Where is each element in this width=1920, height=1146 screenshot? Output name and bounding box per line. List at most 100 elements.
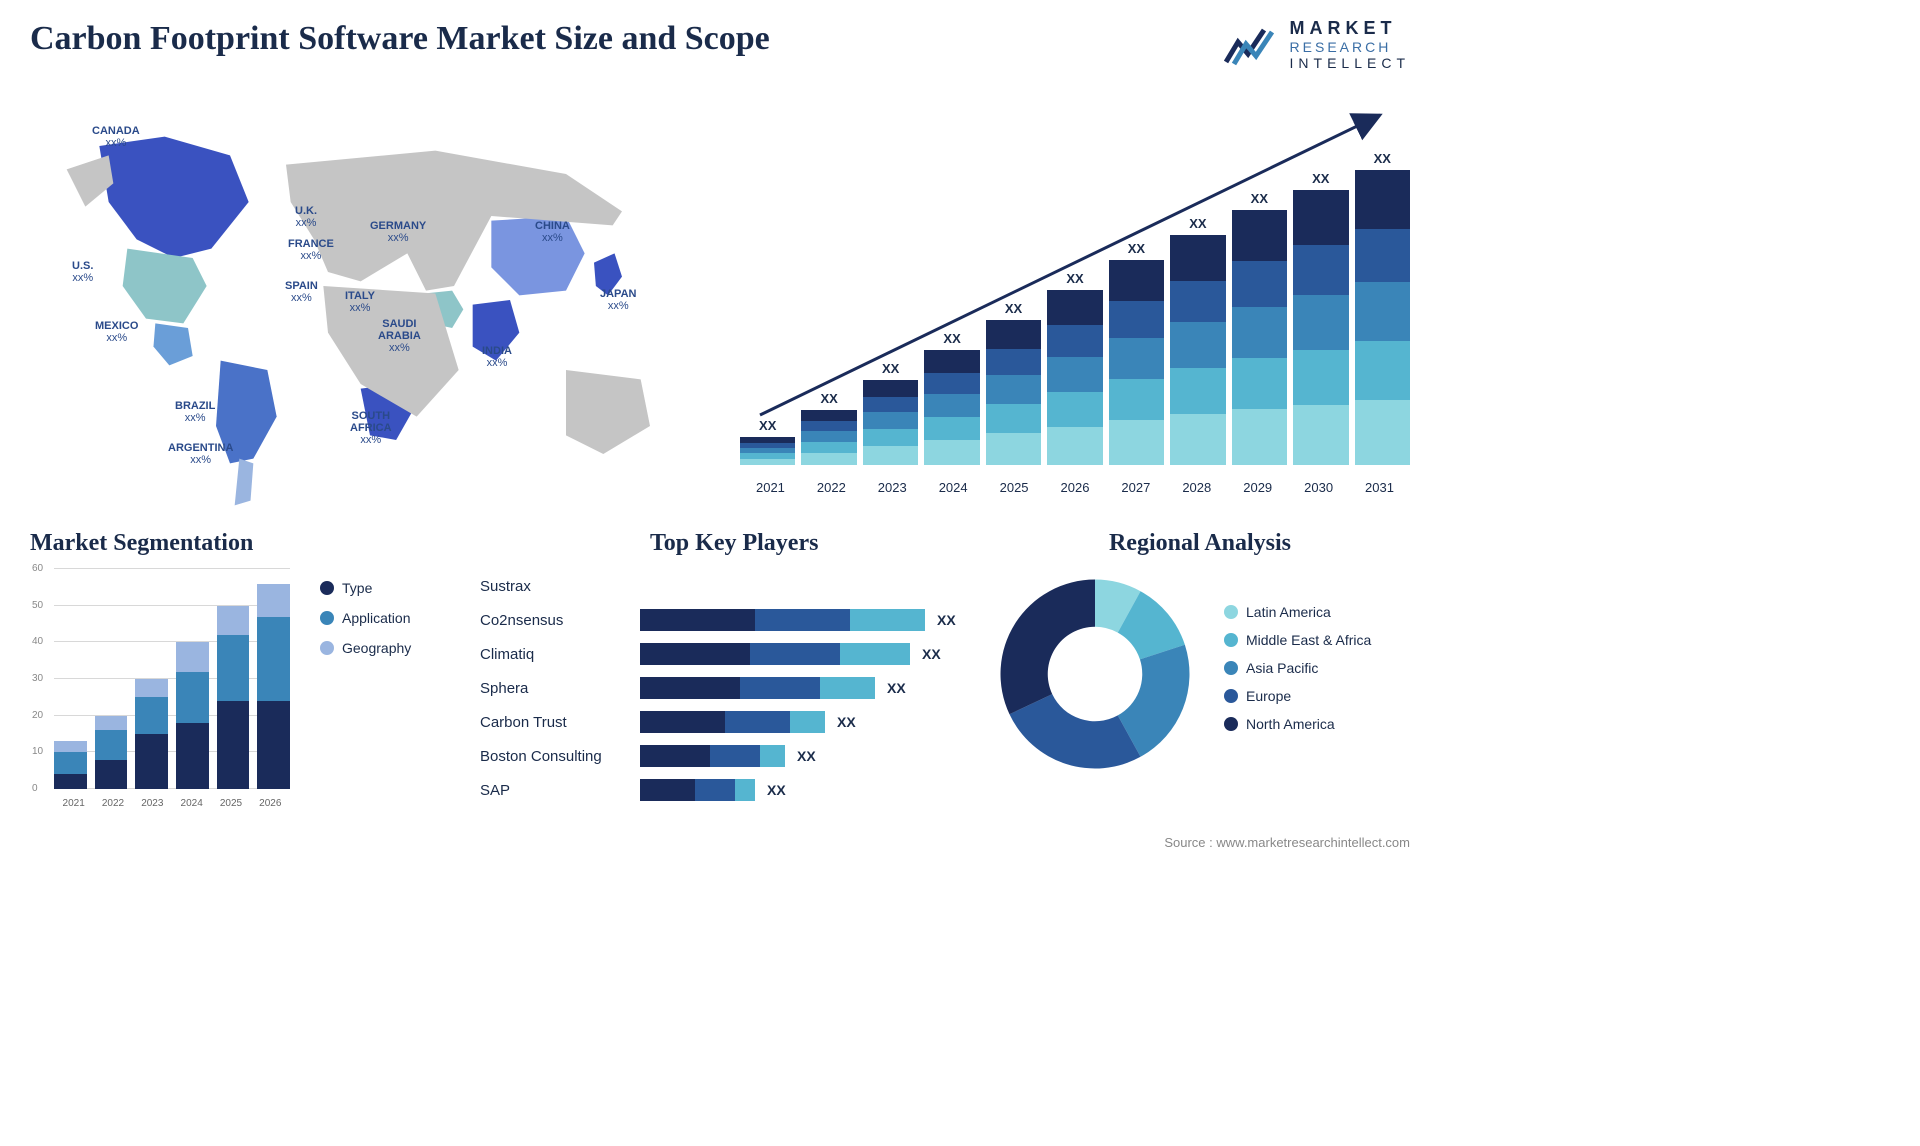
segmentation-legend: TypeApplicationGeography xyxy=(320,580,411,670)
key-player-name: Sustrax xyxy=(480,578,640,595)
seg-year-label: 2024 xyxy=(172,798,211,809)
seg-year-label: 2026 xyxy=(251,798,290,809)
world-map: CANADAxx%U.S.xx%MEXICOxx%BRAZILxx%ARGENT… xyxy=(20,90,720,510)
segmentation-chart: 0102030405060 202120222023202420252026 xyxy=(30,569,290,809)
seg-year-label: 2023 xyxy=(133,798,172,809)
growth-year-label: 2026 xyxy=(1045,480,1106,495)
growth-bar-label: XX xyxy=(759,418,776,433)
growth-bar: XX xyxy=(924,331,979,465)
map-label: GERMANYxx% xyxy=(370,220,426,244)
key-player-name: SAP xyxy=(480,782,640,799)
seg-bar xyxy=(135,679,168,789)
page-title: Carbon Footprint Software Market Size an… xyxy=(30,20,770,58)
map-label: U.S.xx% xyxy=(72,260,93,284)
regional-legend-item: Latin America xyxy=(1224,604,1371,620)
seg-legend-item: Type xyxy=(320,580,411,596)
growth-bar-label: XX xyxy=(1374,151,1391,166)
seg-gridline: 40 xyxy=(54,641,290,642)
map-region xyxy=(99,137,248,258)
seg-legend-item: Geography xyxy=(320,640,411,656)
growth-year-label: 2024 xyxy=(923,480,984,495)
growth-year-label: 2023 xyxy=(862,480,923,495)
seg-year-label: 2021 xyxy=(54,798,93,809)
logo-line3: INTELLECT xyxy=(1290,55,1410,71)
growth-year-label: 2022 xyxy=(801,480,862,495)
growth-bar-label: XX xyxy=(1189,216,1206,231)
map-label: SAUDIARABIAxx% xyxy=(378,318,421,354)
growth-year-label: 2028 xyxy=(1166,480,1227,495)
growth-year-label: 2029 xyxy=(1227,480,1288,495)
growth-bar: XX xyxy=(740,418,795,465)
growth-bar: XX xyxy=(1355,151,1410,465)
key-player-row: Carbon TrustXX xyxy=(480,706,980,738)
logo-line1: MARKET xyxy=(1290,18,1410,39)
key-player-name: Boston Consulting xyxy=(480,748,640,765)
seg-bar xyxy=(176,642,209,789)
key-player-name: Climatiq xyxy=(480,646,640,663)
seg-gridline: 60 xyxy=(54,568,290,569)
seg-gridline: 50 xyxy=(54,605,290,606)
seg-gridline: 30 xyxy=(54,678,290,679)
map-label: MEXICOxx% xyxy=(95,320,138,344)
regional-legend-item: Middle East & Africa xyxy=(1224,632,1371,648)
growth-bar: XX xyxy=(1293,171,1348,465)
seg-bar xyxy=(95,716,128,789)
growth-bar-label: XX xyxy=(1128,241,1145,256)
map-region xyxy=(153,323,192,365)
seg-gridline: 20 xyxy=(54,715,290,716)
map-region xyxy=(566,370,650,454)
growth-bar-label: XX xyxy=(1005,301,1022,316)
source-label: Source : www.marketresearchintellect.com xyxy=(1164,835,1410,850)
seg-bar xyxy=(257,584,290,789)
regional-section: Regional Analysis Latin America Middle Ea… xyxy=(990,530,1410,779)
key-player-row: Boston Consulting XX xyxy=(480,740,980,772)
segmentation-title: Market Segmentation xyxy=(30,530,450,557)
regional-legend-item: North America xyxy=(1224,716,1371,732)
growth-year-label: 2021 xyxy=(740,480,801,495)
growth-bar-label: XX xyxy=(1066,271,1083,286)
map-label: U.K.xx% xyxy=(295,205,317,229)
growth-bar-label: XX xyxy=(1251,191,1268,206)
segmentation-section: Market Segmentation 0102030405060 202120… xyxy=(30,530,450,809)
growth-bar: XX xyxy=(1232,191,1287,465)
key-player-value: XX xyxy=(767,782,786,798)
map-label: ARGENTINAxx% xyxy=(168,442,233,466)
seg-gridline: 10 xyxy=(54,751,290,752)
map-label: INDIAxx% xyxy=(482,345,512,369)
logo-line2: RESEARCH xyxy=(1290,39,1410,55)
growth-bar: XX xyxy=(1109,241,1164,465)
growth-bar-label: XX xyxy=(882,361,899,376)
growth-year-label: 2030 xyxy=(1288,480,1349,495)
key-player-row: SAP XX xyxy=(480,774,980,806)
map-region xyxy=(235,459,254,506)
map-label: FRANCExx% xyxy=(288,238,334,262)
growth-bar: XX xyxy=(1170,216,1225,465)
regional-legend: Latin America Middle East & Africa Asia Pa… xyxy=(1224,604,1371,744)
donut-segment xyxy=(1009,694,1140,768)
regional-title: Regional Analysis xyxy=(990,530,1410,557)
brand-logo: MARKET RESEARCH INTELLECT xyxy=(1224,18,1410,71)
growth-year-label: 2027 xyxy=(1105,480,1166,495)
key-player-value: XX xyxy=(937,612,956,628)
growth-bar: XX xyxy=(863,361,918,465)
seg-year-label: 2022 xyxy=(93,798,132,809)
key-player-value: XX xyxy=(922,646,941,662)
key-player-row: Co2nsensusXX xyxy=(480,604,980,636)
map-label: ITALYxx% xyxy=(345,290,375,314)
map-label: CHINAxx% xyxy=(535,220,570,244)
logo-icon xyxy=(1224,22,1280,68)
growth-bar-label: XX xyxy=(1312,171,1329,186)
seg-bar xyxy=(217,606,250,789)
key-player-value: XX xyxy=(797,748,816,764)
map-label: CANADAxx% xyxy=(92,125,140,149)
key-player-value: XX xyxy=(837,714,856,730)
map-region xyxy=(67,155,114,206)
regional-legend-item: Asia Pacific xyxy=(1224,660,1371,676)
seg-gridline: 0 xyxy=(54,788,290,789)
growth-bar-label: XX xyxy=(821,391,838,406)
regional-legend-item: Europe xyxy=(1224,688,1371,704)
key-player-name: Sphera xyxy=(480,680,640,697)
donut-segment xyxy=(1001,580,1096,715)
growth-bar: XX xyxy=(1047,271,1102,465)
seg-bar xyxy=(54,741,87,789)
